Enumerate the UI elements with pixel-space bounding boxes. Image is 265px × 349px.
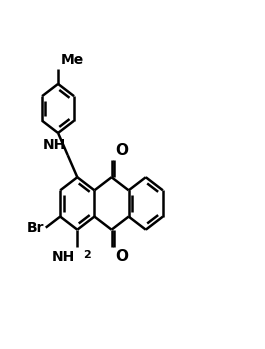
Text: O: O [115,249,129,264]
Text: 2: 2 [83,250,91,260]
Text: O: O [115,143,129,158]
Text: NH: NH [51,250,75,264]
Text: Me: Me [61,53,84,67]
Text: NH: NH [43,138,67,153]
Text: Br: Br [27,221,45,235]
